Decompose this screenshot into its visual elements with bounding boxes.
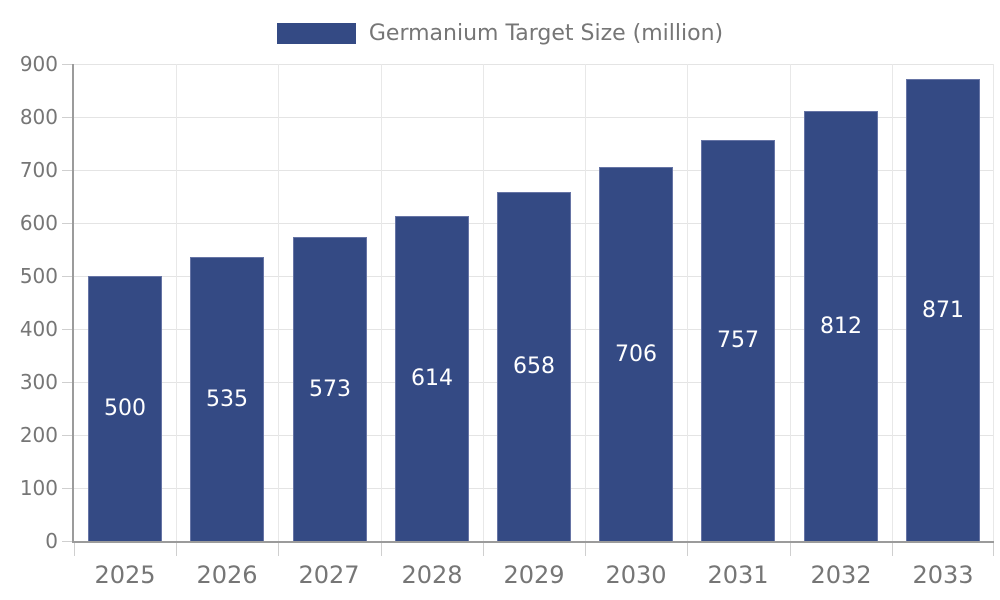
bar: 658 xyxy=(497,192,571,541)
bar: 573 xyxy=(293,237,367,541)
bar-value-label: 706 xyxy=(615,341,657,367)
legend-label: Germanium Target Size (million) xyxy=(368,21,724,46)
gridline-vertical xyxy=(176,64,177,541)
y-axis-line xyxy=(72,64,74,543)
y-tick-label: 900 xyxy=(19,52,58,76)
bar-value-label: 658 xyxy=(513,354,555,379)
bar: 871 xyxy=(906,79,980,541)
y-tick-label: 800 xyxy=(19,105,58,129)
gridline-vertical xyxy=(687,64,688,541)
y-tick-mark xyxy=(62,435,72,436)
gridline-vertical xyxy=(483,64,484,541)
x-tick-label: 2026 xyxy=(196,561,258,589)
gridline-vertical xyxy=(790,64,791,541)
x-axis-line xyxy=(72,541,994,543)
x-tick-mark xyxy=(483,543,484,556)
x-tick-label: 2033 xyxy=(912,561,974,589)
y-tick-mark xyxy=(62,329,72,330)
bar-value-label: 573 xyxy=(309,376,351,402)
y-tick-mark xyxy=(62,382,72,383)
y-tick-mark xyxy=(62,541,72,542)
bar-value-label: 535 xyxy=(206,386,248,412)
gridline-horizontal xyxy=(74,117,994,118)
y-tick-label: 600 xyxy=(19,211,58,235)
bar-value-label: 614 xyxy=(411,366,453,391)
y-tick-mark xyxy=(62,488,72,489)
bar-value-label: 500 xyxy=(104,396,146,421)
bar: 500 xyxy=(88,276,162,541)
x-tick-mark xyxy=(74,543,75,556)
y-tick-mark xyxy=(62,223,72,224)
x-tick-label: 2030 xyxy=(605,561,667,589)
bar-value-label: 871 xyxy=(922,297,964,323)
y-tick-mark xyxy=(62,64,72,65)
x-tick-label: 2028 xyxy=(401,561,463,589)
x-tick-label: 2025 xyxy=(94,561,156,589)
x-tick-label: 2027 xyxy=(298,561,360,589)
y-tick-label: 400 xyxy=(19,317,58,341)
legend: Germanium Target Size (million) xyxy=(0,21,1000,46)
y-tick-label: 300 xyxy=(19,370,58,394)
bar-value-label: 757 xyxy=(717,328,759,353)
y-tick-mark xyxy=(62,170,72,171)
x-tick-mark xyxy=(585,543,586,556)
y-tick-label: 0 xyxy=(45,529,58,553)
gridline-vertical xyxy=(278,64,279,541)
x-tick-label: 2031 xyxy=(707,561,769,589)
y-tick-mark xyxy=(62,117,72,118)
x-tick-mark xyxy=(687,543,688,556)
gridline-vertical xyxy=(892,64,893,541)
x-tick-label: 2032 xyxy=(810,561,872,589)
bar: 535 xyxy=(190,257,264,541)
y-tick-label: 500 xyxy=(19,264,58,288)
bar: 757 xyxy=(701,140,775,541)
y-tick-label: 700 xyxy=(19,158,58,182)
gridline-horizontal xyxy=(74,170,994,171)
bar: 706 xyxy=(599,167,673,541)
bar-value-label: 812 xyxy=(820,313,862,339)
legend-swatch xyxy=(276,23,356,44)
y-tick-label: 200 xyxy=(19,423,58,447)
x-tick-mark xyxy=(993,543,994,556)
x-tick-mark xyxy=(381,543,382,556)
x-tick-mark xyxy=(892,543,893,556)
bar: 614 xyxy=(395,216,469,541)
y-tick-mark xyxy=(62,276,72,277)
x-tick-mark xyxy=(278,543,279,556)
x-tick-mark xyxy=(176,543,177,556)
gridline-horizontal xyxy=(74,64,994,65)
x-tick-label: 2029 xyxy=(503,561,565,589)
x-tick-mark xyxy=(790,543,791,556)
gridline-vertical xyxy=(381,64,382,541)
bar: 812 xyxy=(804,111,878,541)
gridline-vertical xyxy=(993,64,994,541)
y-tick-label: 100 xyxy=(19,476,58,500)
gridline-vertical xyxy=(585,64,586,541)
plot-area: 500 535 573 614 658 706 757 812 871 xyxy=(74,64,994,541)
